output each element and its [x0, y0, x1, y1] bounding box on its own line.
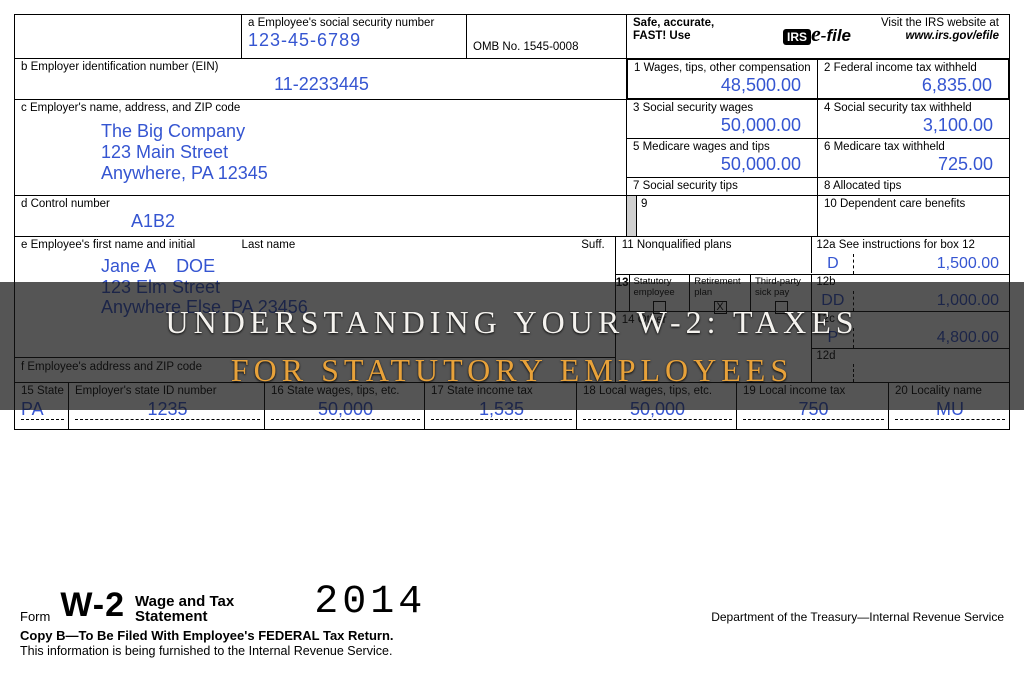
box7-label: 7 Social security tips	[633, 180, 813, 193]
overlay-line2: FOR STATUTORY EMPLOYEES	[165, 346, 858, 394]
box-c-label: c Employer's name, address, and ZIP code	[21, 102, 622, 115]
omb-number: OMB No. 1545-0008	[473, 41, 578, 54]
safe-accurate-text: Safe, accurate, FAST! Use	[633, 17, 773, 43]
tax-year: 2014	[314, 580, 426, 625]
employer-name: The Big Company	[101, 121, 622, 142]
irs-info-text: This information is being furnished to t…	[20, 644, 1004, 658]
irs-url: www.irs.gov/efile	[877, 30, 999, 43]
box12a-code: D	[812, 254, 854, 274]
copy-b-text: Copy B—To Be Filed With Employee's FEDER…	[20, 625, 1004, 644]
box8-label: 8 Allocated tips	[824, 180, 1005, 193]
ein-value: 11-2233445	[21, 74, 622, 95]
treasury-text: Department of the Treasury—Internal Reve…	[711, 611, 1004, 625]
box3-label: 3 Social security wages	[633, 102, 813, 115]
box2-label: 2 Federal income tax withheld	[824, 62, 1004, 75]
wage-tax-statement: Wage and TaxStatement	[135, 594, 234, 626]
title-overlay: UNDERSTANDING YOUR W-2: TAXES FOR STATUT…	[0, 282, 1024, 410]
box9-label: 9	[641, 198, 647, 211]
employer-city: Anywhere, PA 12345	[101, 163, 622, 184]
box12a-label: 12a See instructions for box 12	[812, 237, 1009, 254]
box6-label: 6 Medicare tax withheld	[824, 141, 1005, 154]
box4-label: 4 Social security tax withheld	[824, 102, 1005, 115]
box12a-amount: 1,500.00	[854, 254, 1009, 274]
overlay-line1: UNDERSTANDING YOUR W-2: TAXES	[165, 298, 858, 346]
box3-value: 50,000.00	[633, 115, 813, 136]
box1-label: 1 Wages, tips, other compensation	[634, 62, 813, 75]
visit-irs-text: Visit the IRS website at	[877, 17, 999, 30]
box-e-label: e Employee's first name and initial Last…	[21, 239, 611, 252]
box-d-label: d Control number	[21, 198, 622, 211]
box6-value: 725.00	[824, 154, 1005, 175]
employer-street: 123 Main Street	[101, 142, 622, 163]
box11-label: 11 Nonqualified plans	[622, 239, 808, 252]
ssn-value: 123-45-6789	[248, 30, 462, 51]
control-number: A1B2	[21, 211, 622, 232]
box5-label: 5 Medicare wages and tips	[633, 141, 813, 154]
w2-title: W-2	[60, 586, 125, 625]
box10-label: 10 Dependent care benefits	[824, 198, 1005, 211]
employee-name: Jane A DOE	[101, 256, 611, 277]
box1-value: 48,500.00	[634, 75, 813, 96]
box5-value: 50,000.00	[633, 154, 813, 175]
box2-value: 6,835.00	[824, 75, 1004, 96]
efile-logo: IRSe-file	[783, 26, 851, 45]
form-footer: Form W-2 Wage and TaxStatement 2014 Depa…	[14, 570, 1010, 664]
box4-value: 3,100.00	[824, 115, 1005, 136]
box-b-label: b Employer identification number (EIN)	[21, 61, 622, 74]
box-a-label: a Employee's social security number	[248, 17, 462, 30]
